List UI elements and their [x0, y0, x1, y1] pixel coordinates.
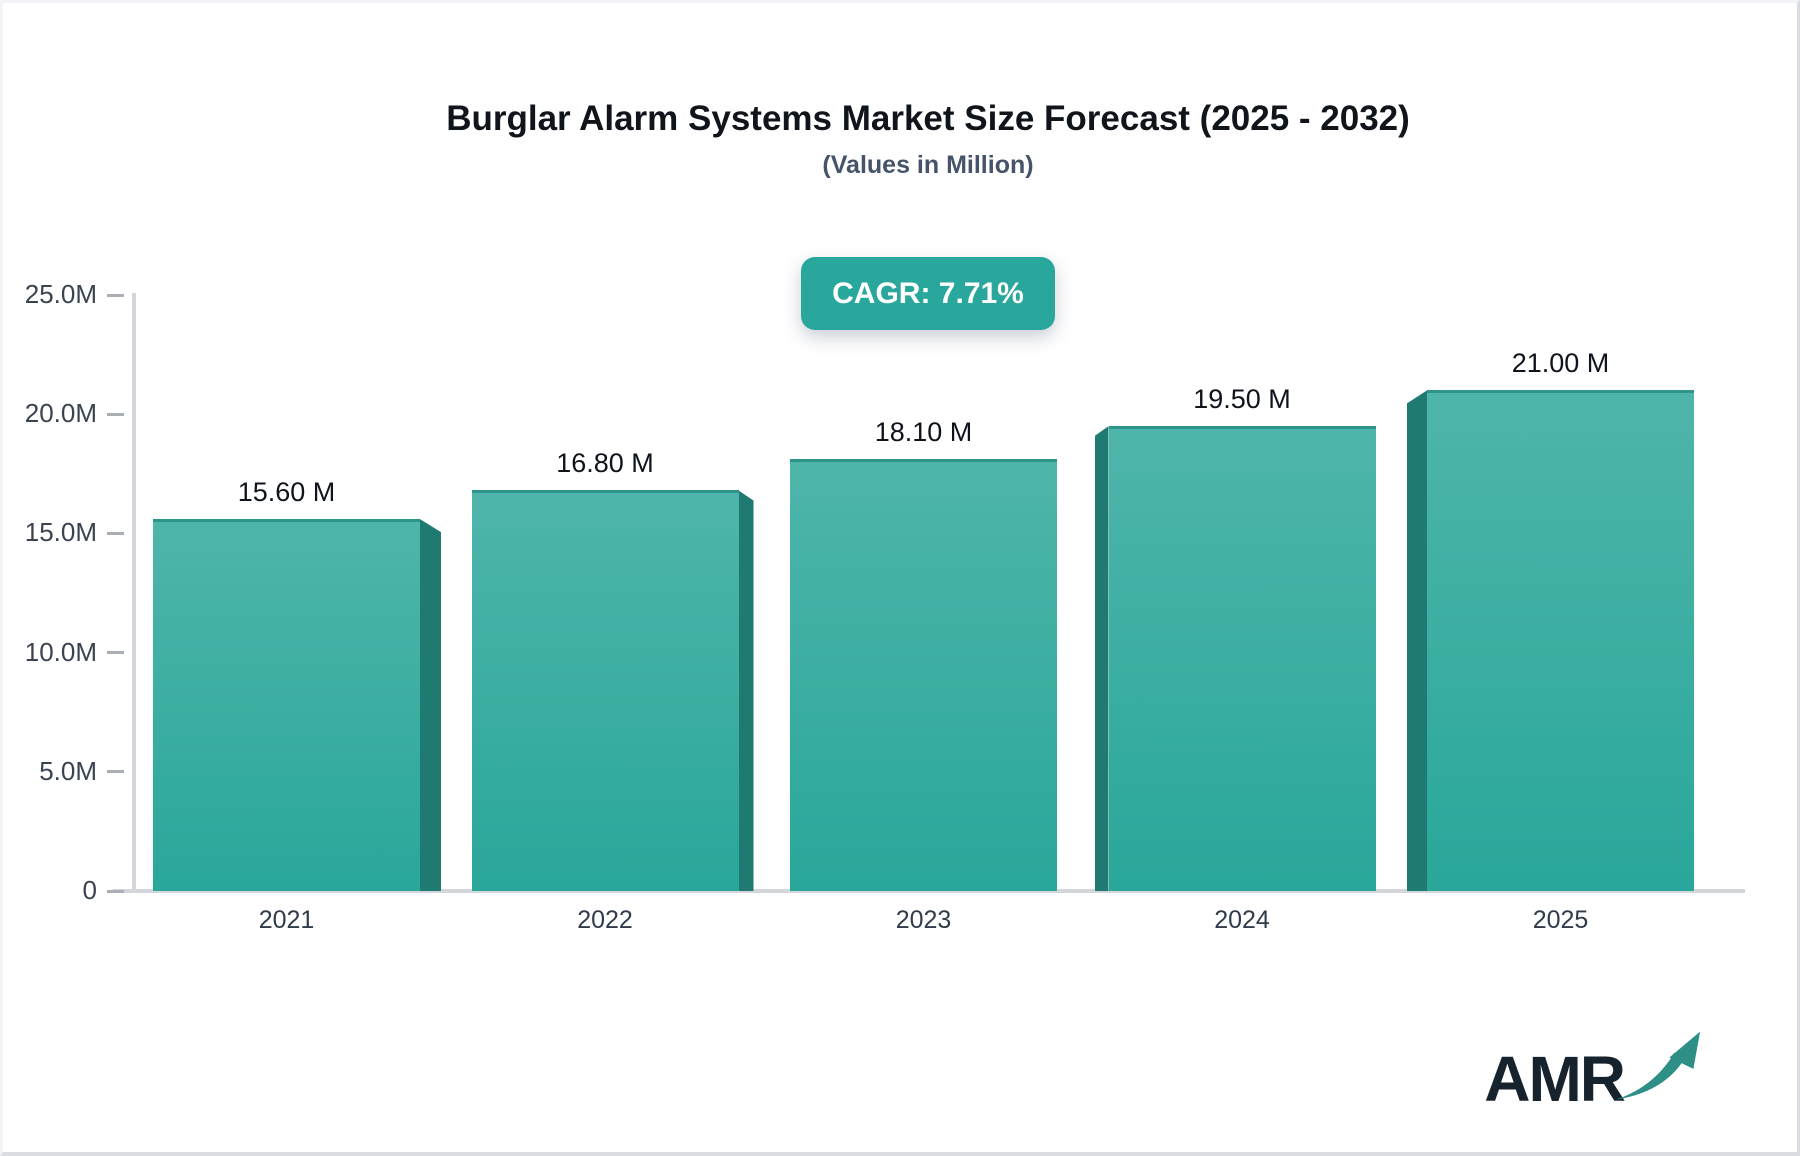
bar-3d-side: [1407, 390, 1427, 891]
bar-value-label: 15.60 M: [237, 477, 336, 508]
x-axis-label-2023: 2023: [895, 906, 952, 934]
cagr-badge: CAGR: 7.71%: [801, 257, 1055, 330]
bar-3d-side: [738, 490, 754, 891]
y-axis-tick: [107, 531, 124, 535]
x-axis-line: [113, 889, 1745, 893]
bar-value-label: 21.00 M: [1511, 348, 1610, 379]
y-axis-tick-label: 0: [82, 875, 97, 905]
y-axis-tick-label: 5.0M: [39, 755, 97, 786]
y-axis-tick-label: 10.0M: [24, 636, 97, 667]
bar-2021: [153, 519, 420, 891]
x-axis-label-2025: 2025: [1532, 906, 1589, 934]
amr-logo-text: AMR: [1484, 1042, 1626, 1115]
plot-area: 25.0M 20.0M 15.0M 10.0M 5.0M 0 15.60 M 2021 16.8…: [3, 3, 1797, 1152]
bar-2024: [1108, 426, 1376, 891]
y-axis-tick: [107, 293, 124, 297]
x-axis-label-2022: 2022: [577, 906, 633, 934]
y-axis-tick: [107, 651, 124, 655]
y-axis-tick-label: 15.0M: [24, 517, 97, 548]
bar-2022: [471, 490, 739, 891]
y-axis-tick: [107, 889, 124, 893]
y-axis-line: [132, 293, 136, 891]
y-axis-tick-label: 25.0M: [24, 279, 97, 309]
chart-subtitle: (Values in Million): [822, 151, 1034, 179]
bar-2025: [1427, 390, 1694, 891]
y-axis-tick: [107, 412, 124, 416]
bar-value-label: 18.10 M: [874, 417, 973, 448]
bar-value-label: 16.80 M: [556, 448, 654, 479]
x-axis-label-2024: 2024: [1214, 906, 1270, 934]
bar-2023: [790, 459, 1057, 891]
x-axis-label-2021: 2021: [258, 906, 315, 934]
chart-title: Burglar Alarm Systems Market Size Foreca…: [446, 99, 1410, 138]
bar-3d-side: [1094, 426, 1109, 891]
amr-logo: AMR: [1484, 1028, 1702, 1115]
y-axis-tick-label: 20.0M: [24, 398, 97, 429]
bar-3d-side: [420, 519, 441, 891]
growth-arrow-icon: [1615, 1031, 1701, 1100]
bar-value-label: 19.50 M: [1193, 384, 1291, 415]
y-axis-tick: [107, 770, 124, 774]
